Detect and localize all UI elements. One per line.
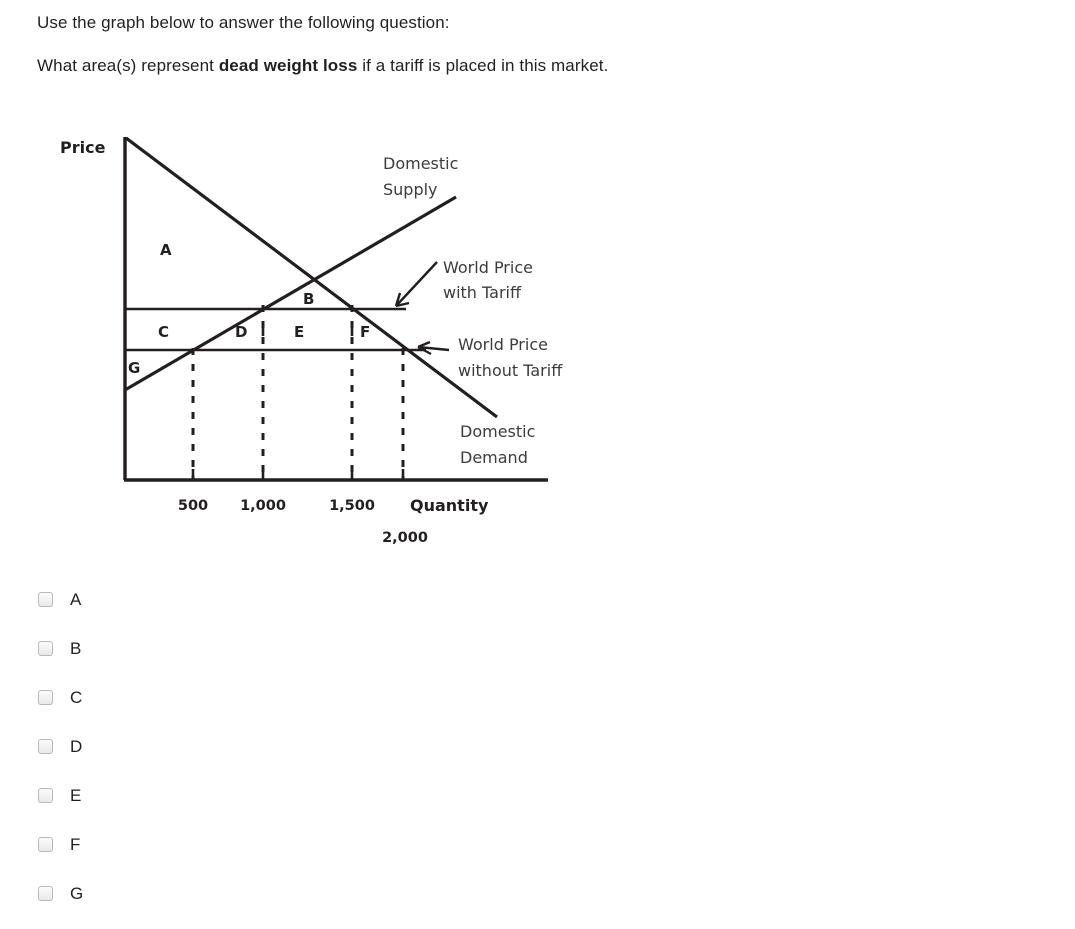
y-axis-label: Price bbox=[60, 138, 106, 157]
domestic-supply-curve bbox=[124, 195, 457, 392]
x-tick-label-1500: 1,500 bbox=[329, 498, 375, 514]
answer-choice-e-label: E bbox=[70, 785, 82, 805]
question-prompt-pre: What area(s) represent bbox=[37, 56, 219, 75]
x-tick-label-500: 500 bbox=[178, 498, 208, 514]
world-price-without-tariff-arrow bbox=[417, 340, 450, 356]
answer-choice-a-label: A bbox=[70, 589, 82, 609]
checkbox-g[interactable] bbox=[38, 886, 53, 901]
domestic-demand-label-line1: Domestic bbox=[460, 422, 535, 441]
x-tick-label-1000: 1,000 bbox=[240, 498, 286, 514]
area-label-f: F bbox=[360, 323, 370, 341]
answer-choice-a[interactable]: A bbox=[0, 575, 300, 624]
world-price-without-tariff-label-line2: without Tariff bbox=[458, 361, 563, 380]
answer-choice-list: A B C D E F G bbox=[0, 575, 300, 918]
tariff-graph-figure: Price 500 1,000 1,500 2,000 Quantity A B… bbox=[0, 120, 620, 560]
checkbox-a[interactable] bbox=[38, 592, 53, 607]
question-prompt: What area(s) represent dead weight loss … bbox=[37, 55, 608, 77]
world-price-with-tariff-label-line1: World Price bbox=[443, 258, 533, 277]
world-price-without-tariff-label-line1: World Price bbox=[458, 335, 548, 354]
answer-choice-d-label: D bbox=[70, 736, 83, 756]
checkbox-c[interactable] bbox=[38, 690, 53, 705]
domestic-supply-label-line1: Domestic bbox=[383, 154, 458, 173]
checkbox-d[interactable] bbox=[38, 739, 53, 754]
tariff-graph-svg: Price 500 1,000 1,500 2,000 Quantity A B… bbox=[60, 136, 563, 546]
x-tick-label-2000: 2,000 bbox=[382, 530, 428, 546]
checkbox-e[interactable] bbox=[38, 788, 53, 803]
area-label-c: C bbox=[158, 323, 169, 341]
answer-choice-d[interactable]: D bbox=[0, 722, 300, 771]
area-label-d: D bbox=[235, 323, 247, 341]
answer-choice-f-label: F bbox=[70, 834, 81, 854]
question-intro: Use the graph below to answer the follow… bbox=[37, 13, 450, 32]
area-label-b: B bbox=[303, 290, 314, 308]
question-prompt-emphasis: dead weight loss bbox=[218, 56, 358, 75]
area-label-a: A bbox=[160, 241, 172, 259]
x-axis-label: Quantity bbox=[410, 496, 489, 515]
answer-choice-c[interactable]: C bbox=[0, 673, 300, 722]
world-price-with-tariff-label-line2: with Tariff bbox=[443, 283, 522, 302]
checkbox-f[interactable] bbox=[38, 837, 53, 852]
answer-choice-b[interactable]: B bbox=[0, 624, 300, 673]
domestic-demand-label-line2: Demand bbox=[460, 448, 528, 467]
answer-choice-g-label: G bbox=[70, 883, 84, 903]
domestic-demand-curve bbox=[125, 136, 498, 419]
answer-choice-f[interactable]: F bbox=[0, 820, 300, 869]
area-label-g: G bbox=[128, 359, 140, 377]
question-prompt-post: if a tariff is placed in this market. bbox=[357, 56, 609, 75]
world-price-with-tariff-arrow bbox=[394, 261, 438, 308]
domestic-supply-label-line2: Supply bbox=[383, 180, 438, 199]
answer-choice-c-label: C bbox=[70, 687, 83, 707]
answer-choice-g[interactable]: G bbox=[0, 869, 300, 918]
answer-choice-e[interactable]: E bbox=[0, 771, 300, 820]
answer-choice-b-label: B bbox=[70, 638, 82, 658]
area-label-e: E bbox=[294, 323, 304, 341]
checkbox-b[interactable] bbox=[38, 641, 53, 656]
